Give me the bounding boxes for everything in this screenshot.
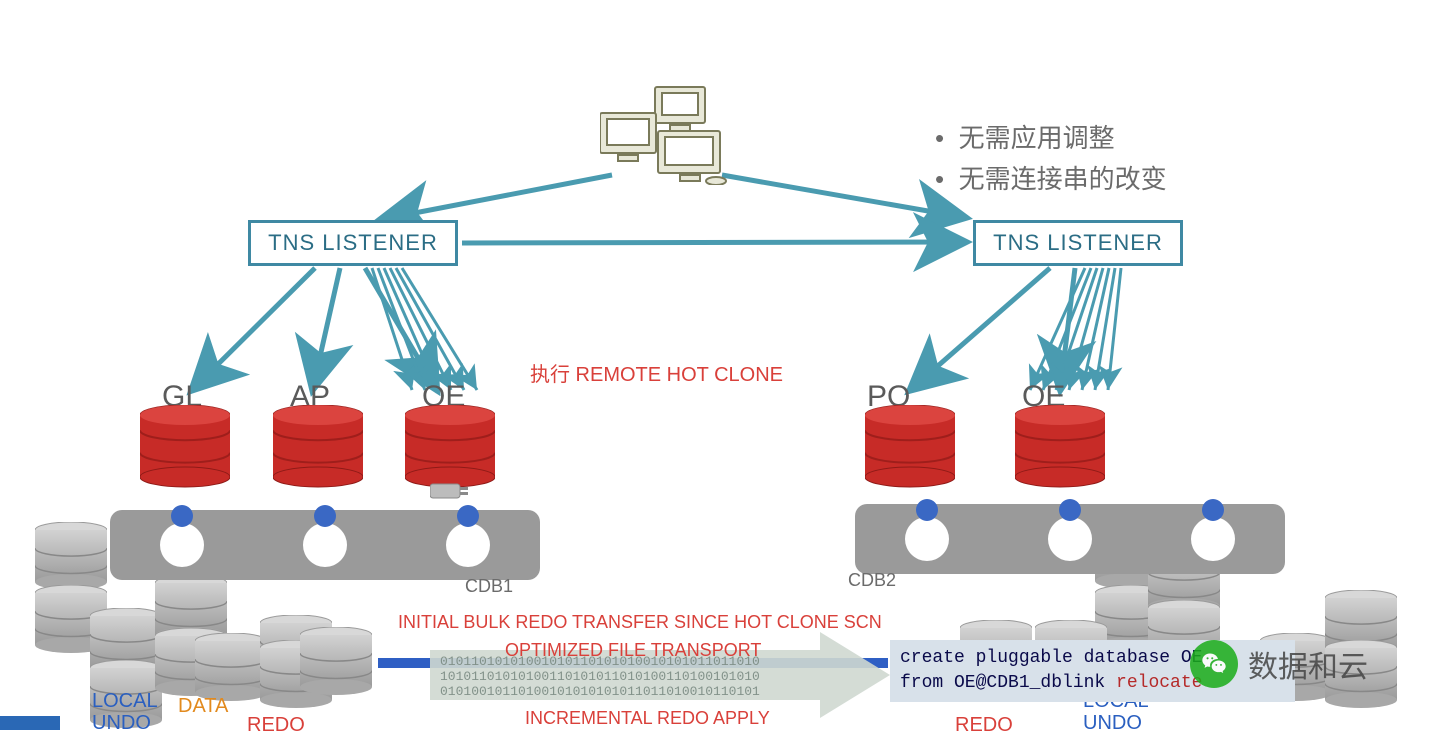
storage-label: LOCAL xyxy=(92,690,158,713)
database-icon xyxy=(273,405,363,475)
storage-cylinder-icon xyxy=(35,522,107,580)
redo-transfer-text-3: INCREMENTAL REDO APPLY xyxy=(525,708,770,729)
storage-label: UNDO xyxy=(1083,712,1142,735)
cdb2-rail xyxy=(855,504,1285,574)
redo-transfer-text-2: OPTIMIZED FILE TRANSPORT xyxy=(505,640,761,661)
storage-cylinder-icon xyxy=(155,575,227,633)
tns-right-label: TNS LISTENER xyxy=(993,230,1163,256)
tns-listener-right: TNS LISTENER xyxy=(973,220,1183,266)
notes-list: • 无需应用调整 • 无需连接串的改变 xyxy=(935,118,1167,200)
storage-cylinder-icon xyxy=(300,627,372,685)
database-icon xyxy=(865,405,955,475)
note-item: • 无需应用调整 xyxy=(935,118,1167,155)
svg-text:101011010101001101010110101001: 1010110101010011010101101010011010010101… xyxy=(440,669,760,684)
storage-label: UNDO xyxy=(92,712,151,735)
watermark-text: 数据和云 xyxy=(1248,642,1368,686)
bottom-left-bar xyxy=(0,716,60,730)
tns-left-label: TNS LISTENER xyxy=(268,230,438,256)
storage-label: DATA xyxy=(178,695,228,718)
database-icon xyxy=(405,405,495,475)
database-icon xyxy=(140,405,230,475)
plug-icon xyxy=(430,480,470,507)
cdb1-label: CDB1 xyxy=(465,576,513,597)
storage-label: REDO xyxy=(955,714,1013,737)
wechat-watermark: 数据和云 xyxy=(1190,640,1368,688)
cdb1-rail xyxy=(110,510,540,580)
storage-cylinder-icon xyxy=(90,608,162,666)
svg-text:010100101101001010101010110110: 0101001011010010101010101101101001011010… xyxy=(440,684,760,699)
redo-transfer-text-1: INITIAL BULK REDO TRANSFER SINCE HOT CLO… xyxy=(398,612,882,633)
storage-cylinder-icon xyxy=(195,633,267,691)
client-computers-icon xyxy=(600,85,730,185)
wechat-icon xyxy=(1190,640,1238,688)
remote-hot-clone-label: 执行 REMOTE HOT CLONE xyxy=(530,358,783,387)
cdb2-label: CDB2 xyxy=(848,570,896,591)
tns-listener-left: TNS LISTENER xyxy=(248,220,458,266)
note-item: • 无需连接串的改变 xyxy=(935,159,1167,196)
database-icon xyxy=(1015,405,1105,475)
storage-label: REDO xyxy=(247,714,305,737)
